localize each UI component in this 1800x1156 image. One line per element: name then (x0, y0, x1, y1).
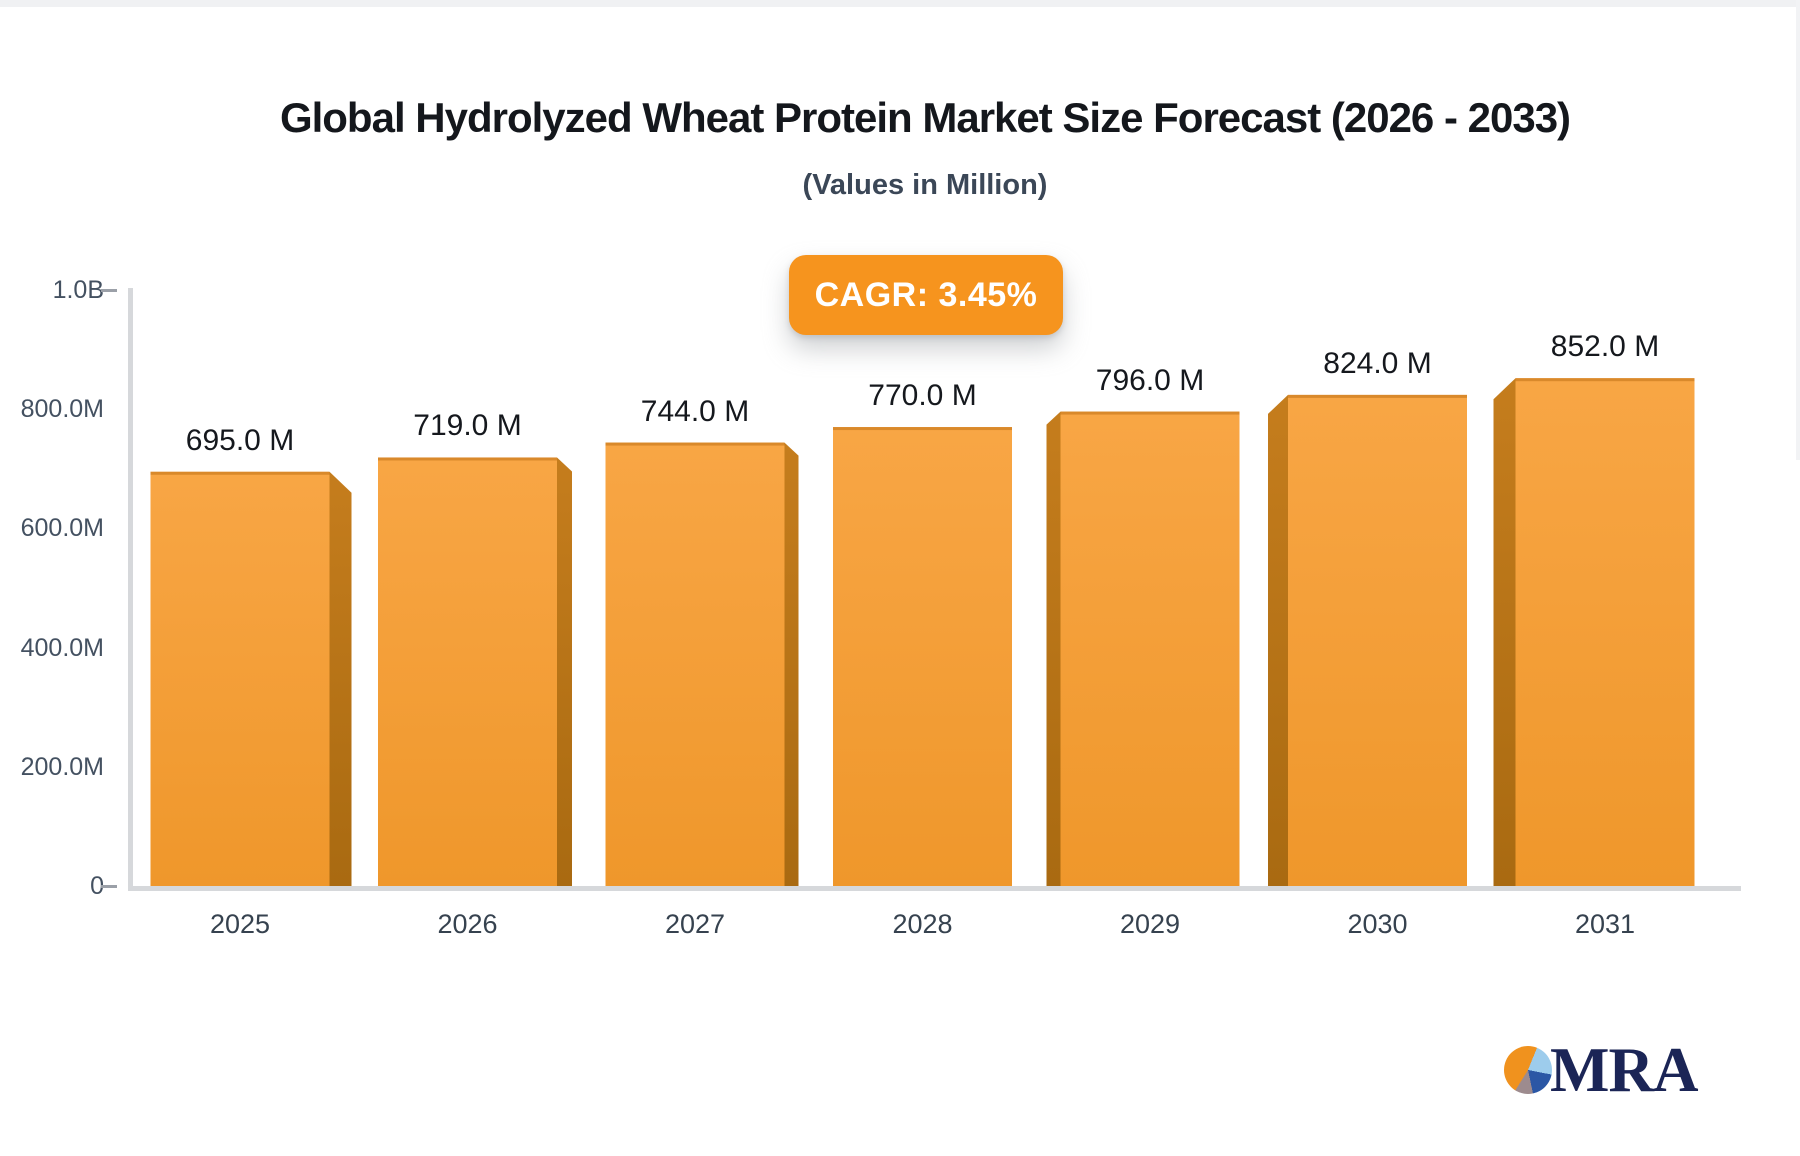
bar-top-edge (1060, 411, 1240, 415)
y-tick-label: 800.0M (20, 395, 104, 424)
bar-top-edge (378, 457, 557, 461)
bar-2031 (1515, 378, 1695, 886)
pie-chart-icon (1504, 1046, 1552, 1094)
bar-side-2029 (1046, 411, 1061, 886)
brand-logo: MRA (1502, 1035, 1742, 1105)
x-tick-label: 2026 (437, 909, 498, 939)
y-tick-label: 0 (90, 872, 104, 900)
bar-value-label: 824.0 M (1323, 346, 1432, 380)
bar-2026 (378, 457, 557, 886)
x-tick-label: 2027 (664, 909, 726, 939)
bar-value-label: 770.0 M (868, 379, 977, 413)
y-axis-line (128, 288, 133, 889)
bar-value-label: 744.0 M (640, 394, 750, 428)
x-tick-label: 2025 (209, 909, 271, 939)
bar-side-2031 (1493, 378, 1516, 886)
bar-top-edge (150, 471, 330, 475)
bar-2027 (605, 442, 785, 886)
bar-2025 (150, 471, 330, 886)
bar-top-edge (1515, 378, 1695, 382)
chart-subtitle: (Values in Million) (802, 169, 1048, 201)
bar-value-label: 719.0 M (413, 409, 522, 443)
bar-top-edge (833, 427, 1012, 431)
x-tick-label: 2030 (1347, 909, 1408, 939)
bar-side-2027 (784, 442, 799, 886)
x-axis-line (128, 886, 1741, 891)
bar-side-2025 (329, 471, 352, 886)
brand-logo-text: MRA (1550, 1035, 1698, 1105)
y-tick-mark (101, 884, 117, 888)
bar-side-2026 (557, 457, 572, 886)
bar-2028 (833, 427, 1012, 886)
bar-top-edge (605, 442, 785, 446)
cagr-badge: CAGR: 3.45% (789, 255, 1063, 335)
bar-value-label: 796.0 M (1095, 363, 1205, 397)
x-tick-label: 2028 (892, 909, 953, 939)
y-tick-label: 400.0M (20, 633, 104, 662)
x-tick-label: 2031 (1574, 909, 1636, 939)
x-tick-label: 2029 (1119, 909, 1181, 939)
chart-title: Global Hydrolyzed Wheat Protein Market S… (279, 94, 1571, 141)
bar-value-label: 695.0 M (185, 423, 295, 457)
y-tick-label: 600.0M (20, 514, 104, 543)
bar-value-label: 852.0 M (1550, 330, 1660, 364)
bar-2030 (1288, 394, 1467, 886)
bars-group (150, 378, 1695, 886)
y-tick-label: 1.0B (52, 276, 104, 304)
page-right-strip (1796, 0, 1800, 460)
y-tick-label: 200.0M (20, 752, 104, 781)
bar-side-2030 (1268, 394, 1288, 886)
bar-2029 (1060, 411, 1240, 886)
y-tick-mark (101, 288, 117, 292)
page-top-strip (0, 0, 1800, 7)
bar-top-edge (1288, 394, 1467, 398)
cagr-badge-label: CAGR: 3.45% (814, 275, 1038, 314)
